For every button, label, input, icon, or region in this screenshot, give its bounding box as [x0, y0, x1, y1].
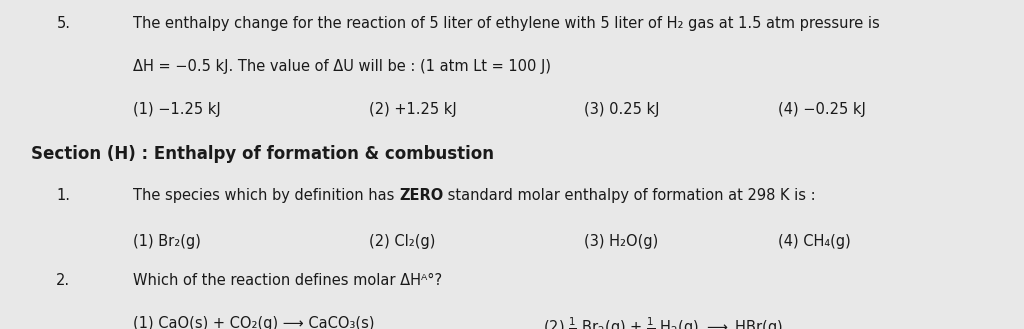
Text: (1) CaO(s) + CO₂(g) ⟶ CaCO₃(s): (1) CaO(s) + CO₂(g) ⟶ CaCO₃(s) [133, 316, 375, 329]
Text: (1) Br₂(g): (1) Br₂(g) [133, 234, 201, 249]
Text: (2) Cl₂(g): (2) Cl₂(g) [369, 234, 435, 249]
Text: (3) H₂O(g): (3) H₂O(g) [584, 234, 658, 249]
Text: The enthalpy change for the reaction of 5 liter of ethylene with 5 liter of H₂ g: The enthalpy change for the reaction of … [133, 16, 880, 32]
Text: standard molar enthalpy of formation at 298 K is :: standard molar enthalpy of formation at … [443, 188, 816, 203]
Text: (2) $\frac{1}{2}$ Br$_2$(g) + $\frac{1}{2}$ H$_2$(g) $\longrightarrow$ HBr(g): (2) $\frac{1}{2}$ Br$_2$(g) + $\frac{1}{… [543, 316, 782, 329]
Text: (1) −1.25 kJ: (1) −1.25 kJ [133, 102, 221, 117]
Text: Section (H) : Enthalpy of formation & combustion: Section (H) : Enthalpy of formation & co… [31, 145, 494, 163]
Text: (2) +1.25 kJ: (2) +1.25 kJ [369, 102, 457, 117]
Text: (4) −0.25 kJ: (4) −0.25 kJ [778, 102, 866, 117]
Text: 5.: 5. [56, 16, 71, 32]
Text: ΔH = −0.5 kJ. The value of ΔU will be : (1 atm Lt = 100 J): ΔH = −0.5 kJ. The value of ΔU will be : … [133, 59, 551, 74]
Text: ZERO: ZERO [399, 188, 443, 203]
Text: 2.: 2. [56, 273, 71, 288]
Text: Which of the reaction defines molar ΔHᴬ°?: Which of the reaction defines molar ΔHᴬ°… [133, 273, 442, 288]
Text: 1.: 1. [56, 188, 71, 203]
Text: (3) 0.25 kJ: (3) 0.25 kJ [584, 102, 659, 117]
Text: The species which by definition has: The species which by definition has [133, 188, 399, 203]
Text: (4) CH₄(g): (4) CH₄(g) [778, 234, 851, 249]
